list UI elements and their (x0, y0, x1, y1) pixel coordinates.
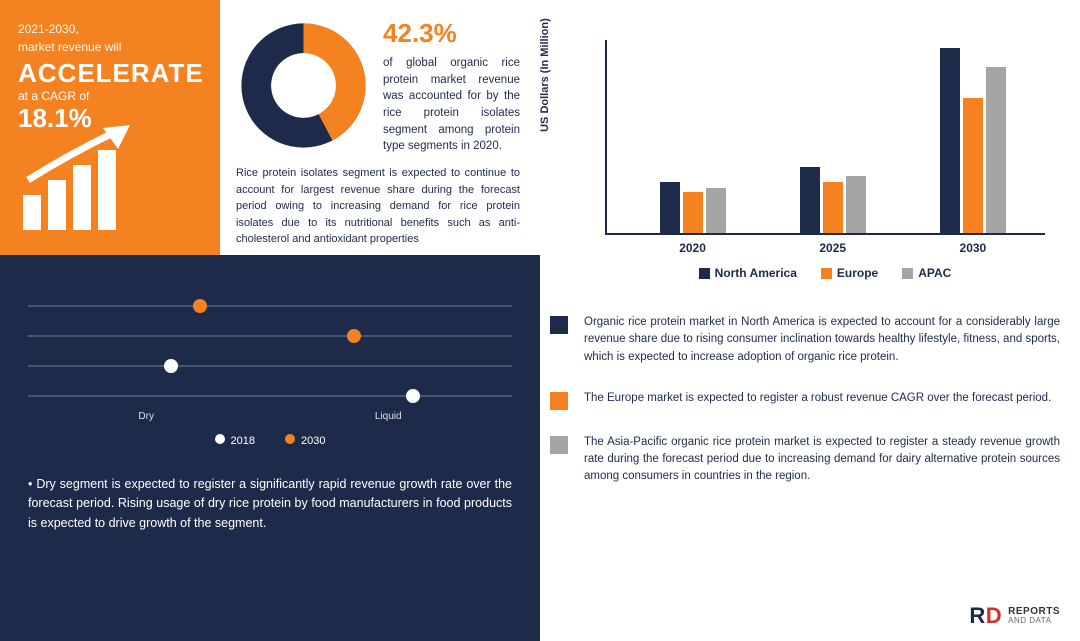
logo-r-icon: R (969, 603, 985, 629)
accel-word: ACCELERATE (18, 58, 202, 89)
bar (963, 98, 983, 233)
legend-2018: 2018 (231, 435, 255, 447)
region-note-text: The Europe market is expected to registe… (584, 390, 1051, 407)
slider-track-2018-b (28, 395, 512, 397)
region-notes: Organic rice protein market in North Ame… (550, 314, 1060, 486)
bar (706, 188, 726, 233)
top-row: 2021-2030, market revenue will ACCELERAT… (0, 0, 540, 255)
donut-pct-label: 42.3% (383, 18, 520, 49)
donut-desc: of global organic rice protein market re… (383, 55, 520, 155)
bar (940, 48, 960, 233)
legend-na: North America (715, 266, 797, 280)
legend-eu: Europe (837, 266, 878, 280)
region-note-text: Organic rice protein market in North Ame… (584, 314, 1060, 366)
bar (846, 176, 866, 233)
region-note-text: The Asia-Pacific organic rice protein ma… (584, 434, 1060, 486)
slider-track-2018-a (28, 365, 512, 367)
regional-bar-chart: US Dollars (In Million) 202020252030 Nor… (555, 30, 1055, 290)
region-color-swatch (550, 392, 568, 410)
bar (823, 182, 843, 233)
right-column: US Dollars (In Million) 2020 2025 2030 Nor… (540, 0, 1080, 641)
bar-group: 2020 (660, 182, 726, 233)
bar (986, 67, 1006, 233)
slider-legend: 2018 2030 (28, 434, 512, 447)
slider-track-2030-b (28, 335, 512, 337)
accelerate-card: 2021-2030, market revenue will ACCELERAT… (0, 0, 220, 255)
region-color-swatch (550, 316, 568, 334)
accel-period: 2021-2030, (18, 20, 202, 38)
accel-mid: at a CAGR of (18, 89, 202, 103)
slider-panel: Dry Liquid 2018 2030 • Dry segment is ex… (0, 255, 540, 641)
bar-chart-legend: North America Europe APAC (605, 266, 1045, 280)
logo-brand-2: AND DATA (1008, 617, 1060, 626)
donut-section: 42.3% of global organic rice protein mar… (220, 0, 540, 255)
accel-subtext: market revenue will (18, 38, 202, 56)
left-column: 2021-2030, market revenue will ACCELERAT… (0, 0, 540, 641)
slider-bullet-text: • Dry segment is expected to register a … (28, 475, 512, 533)
y-axis-label: US Dollars (In Million) (539, 18, 551, 132)
legend-ap: APAC (918, 266, 951, 280)
region-note: The Europe market is expected to registe… (550, 390, 1060, 410)
region-note: The Asia-Pacific organic rice protein ma… (550, 434, 1060, 486)
infographic-root: 2021-2030, market revenue will ACCELERAT… (0, 0, 1080, 641)
region-color-swatch (550, 436, 568, 454)
bar (800, 167, 820, 233)
slider-cat-liquid: Liquid (375, 411, 402, 422)
legend-2030: 2030 (301, 435, 325, 447)
slider-cat-dry: Dry (138, 411, 154, 422)
x-tick-label: 2020 (679, 241, 706, 255)
brand-logo: RD REPORTS AND DATA (969, 603, 1060, 629)
bar (683, 192, 703, 233)
donut-chart (236, 18, 371, 153)
bar-group: 2025 (800, 167, 866, 233)
x-tick-label: 2025 (819, 241, 846, 255)
region-note: Organic rice protein market in North Ame… (550, 314, 1060, 366)
growth-chart-arrow-icon (18, 125, 138, 235)
slider-track-2030-a (28, 305, 512, 307)
bar-group: 2030 (940, 48, 1006, 233)
donut-body-text: Rice protein isolates segment is expecte… (236, 165, 520, 248)
bar (660, 182, 680, 233)
logo-d-icon: D (986, 603, 1002, 629)
x-tick-label: 2030 (960, 241, 987, 255)
